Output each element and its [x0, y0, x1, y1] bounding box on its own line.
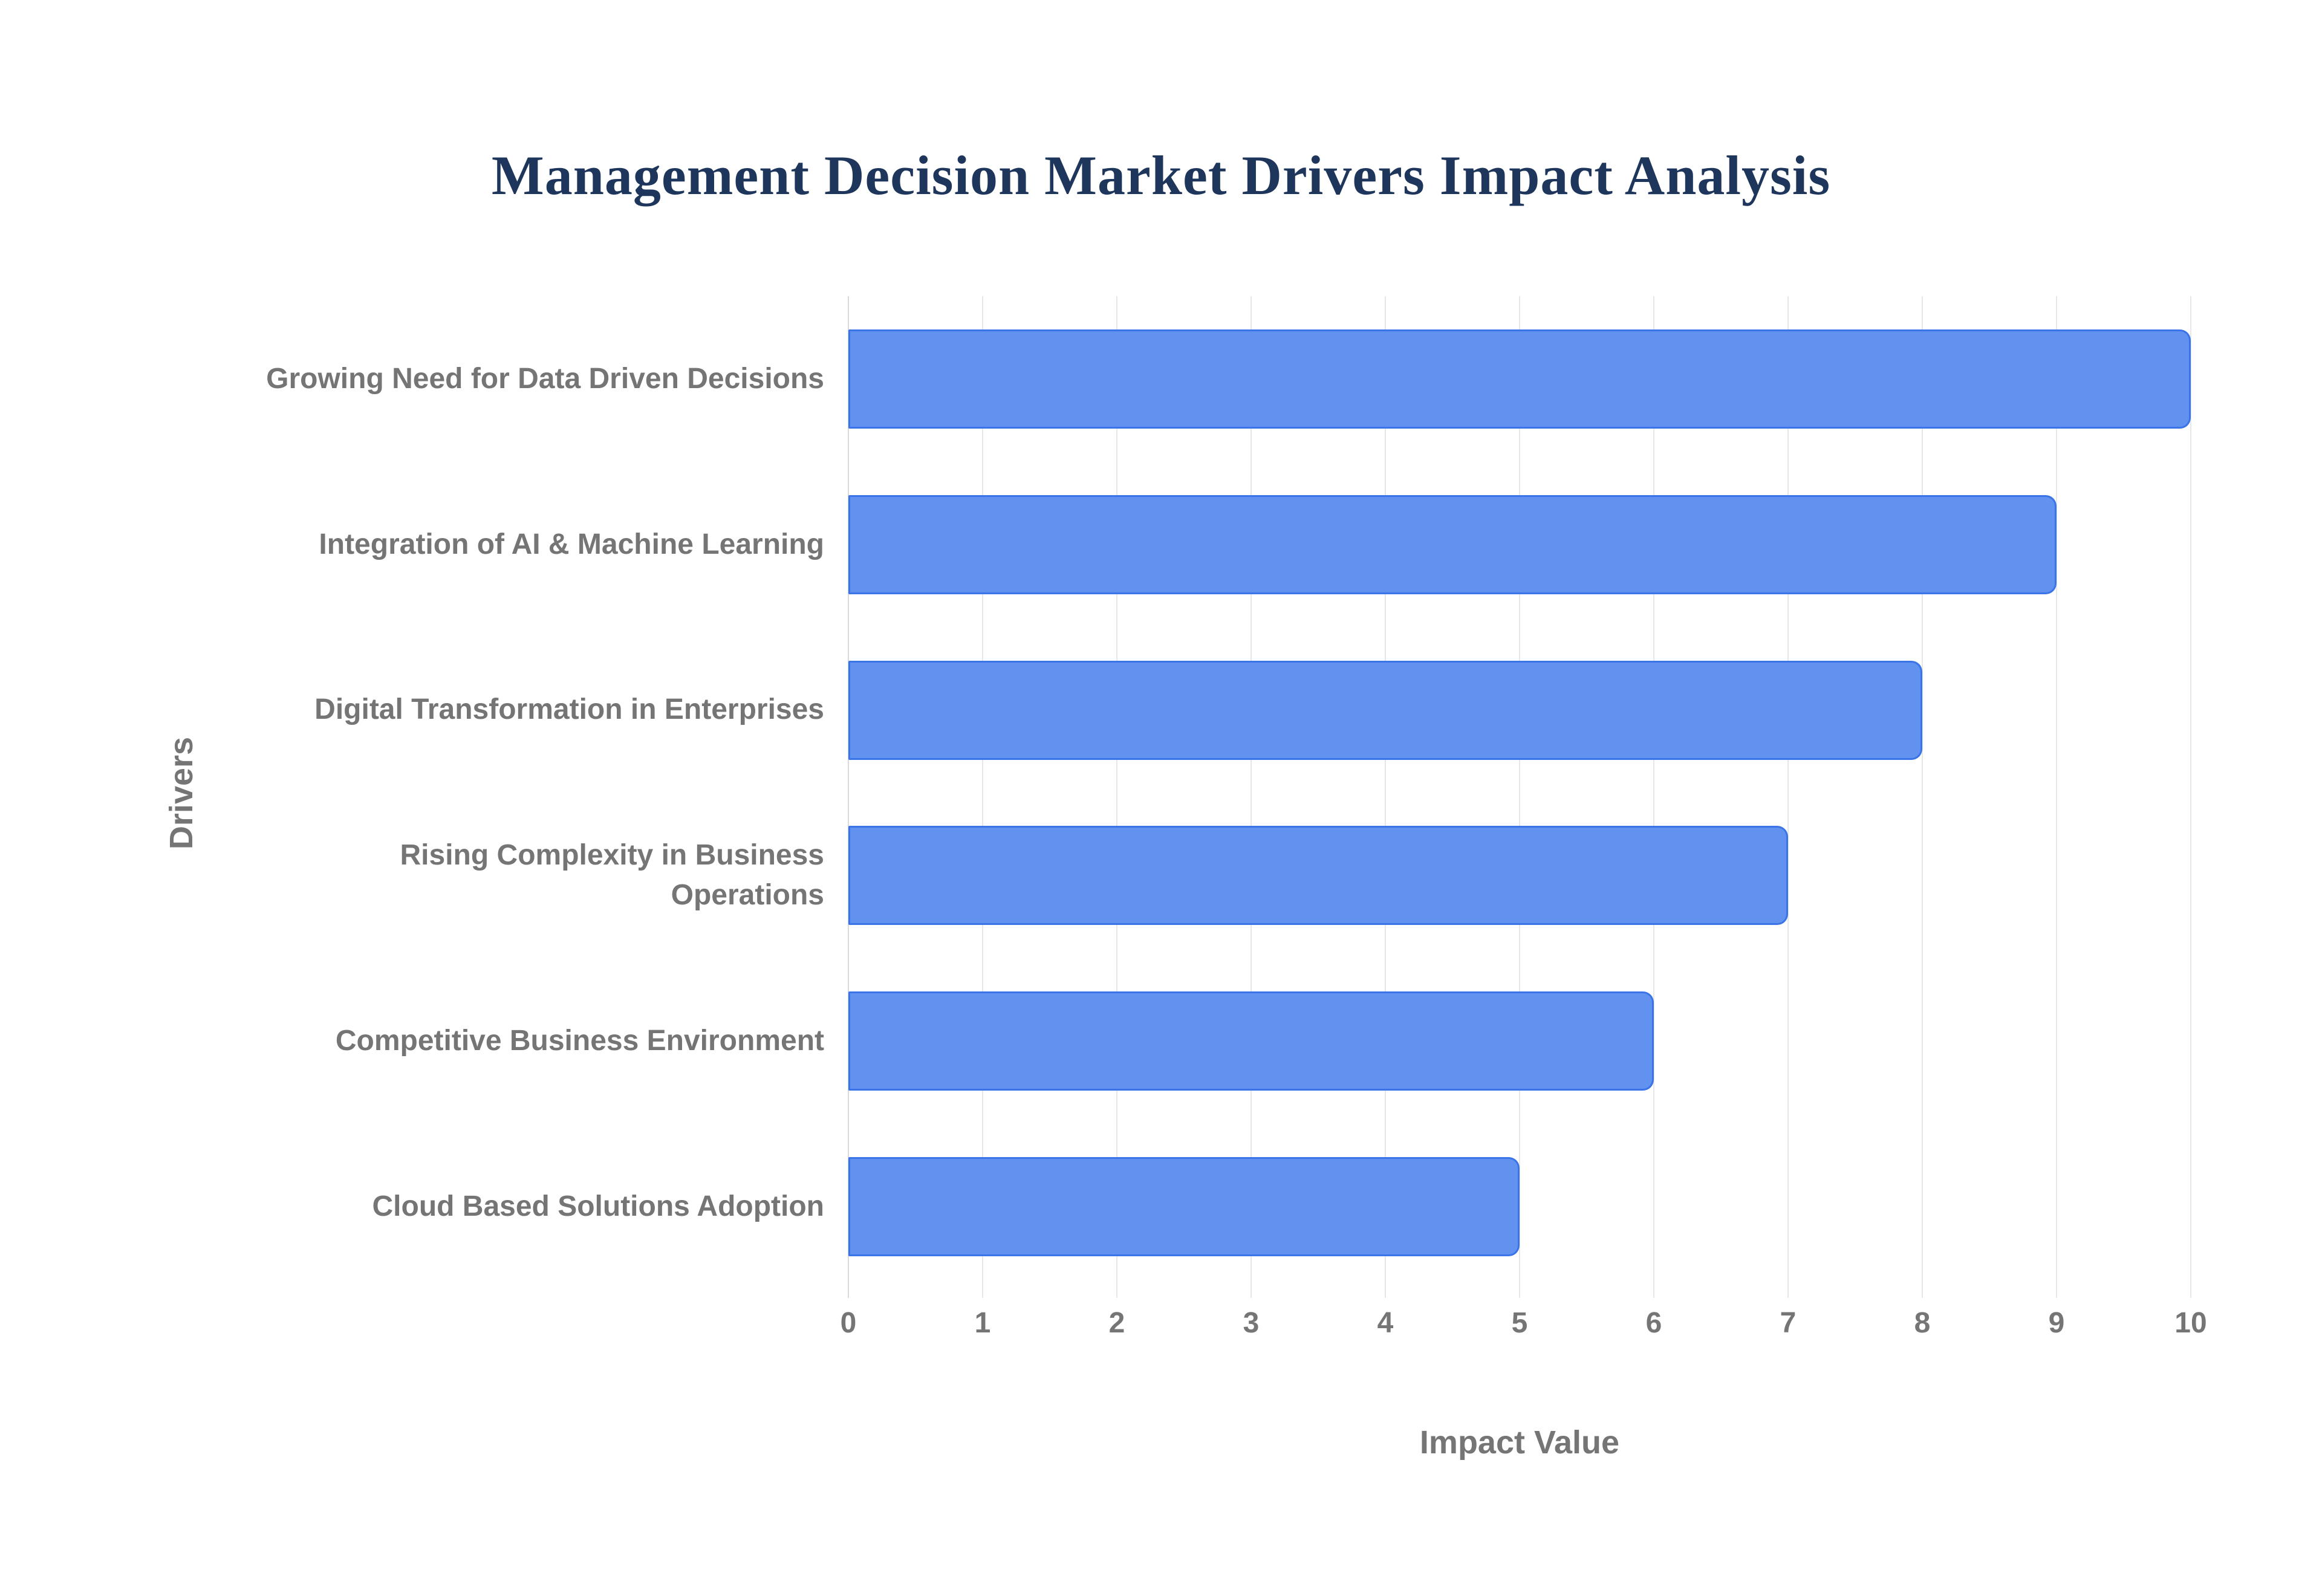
- bar-row: [848, 628, 2191, 793]
- gridline-x-9: [2056, 296, 2057, 1298]
- gridline-x-10: [2190, 296, 2191, 1298]
- plot-area: [848, 296, 2191, 1298]
- bar-integration-of-ai-machine-learning: [848, 495, 2057, 594]
- bar-row: [848, 296, 2191, 462]
- chart-title: Management Decision Market Drivers Impac…: [491, 144, 1831, 206]
- gridline-x-1: [982, 296, 983, 1298]
- bar-digital-transformation-in-enterprises: [848, 660, 1922, 760]
- x-tick-label-6: 6: [1645, 1307, 1662, 1339]
- x-axis-title: Impact Value: [1419, 1424, 1620, 1461]
- bar-competitive-business-environment: [848, 991, 1654, 1091]
- x-tick-label-5: 5: [1511, 1307, 1528, 1339]
- x-tick-label-10: 10: [2174, 1307, 2207, 1339]
- x-tick-label-0: 0: [840, 1307, 857, 1339]
- bar-cloud-based-solutions-adoption: [848, 1157, 1520, 1257]
- gridline-x-7: [1787, 296, 1789, 1298]
- bar-row: [848, 1124, 2191, 1289]
- bar-row: [848, 958, 2191, 1124]
- y-axis-baseline: [848, 296, 849, 1298]
- category-label: Cloud Based Solutions Adoption: [372, 1190, 825, 1222]
- bar-growing-need-for-data-driven-decisions: [848, 329, 2191, 429]
- category-label: Integration of AI & Machine Learning: [319, 528, 824, 560]
- bar-rising-complexity-in-business-operations: [848, 826, 1788, 926]
- x-tick-label-8: 8: [1914, 1307, 1931, 1339]
- x-tick-label-7: 7: [1780, 1307, 1797, 1339]
- bar-row: [848, 793, 2191, 959]
- gridline-x-3: [1250, 296, 1252, 1298]
- category-label: Growing Need for Data Driven Decisions: [266, 362, 824, 395]
- gridline-x-4: [1385, 296, 1386, 1298]
- x-tick-label-9: 9: [2048, 1307, 2065, 1339]
- bar-row: [848, 462, 2191, 628]
- x-tick-label-2: 2: [1108, 1307, 1125, 1339]
- x-tick-label-4: 4: [1377, 1307, 1394, 1339]
- x-tick-label-3: 3: [1243, 1307, 1260, 1339]
- category-label: Digital Transformation in Enterprises: [314, 693, 824, 726]
- gridline-x-6: [1653, 296, 1654, 1298]
- category-label: Competitive Business Environment: [335, 1025, 824, 1057]
- y-axis-title: Drivers: [163, 736, 200, 849]
- gridline-x-8: [1922, 296, 1923, 1298]
- gridline-x-2: [1116, 296, 1117, 1298]
- x-tick-label-1: 1: [974, 1307, 991, 1339]
- category-label: Rising Complexity in Business Operations: [400, 839, 824, 912]
- gridline-x-5: [1519, 296, 1520, 1298]
